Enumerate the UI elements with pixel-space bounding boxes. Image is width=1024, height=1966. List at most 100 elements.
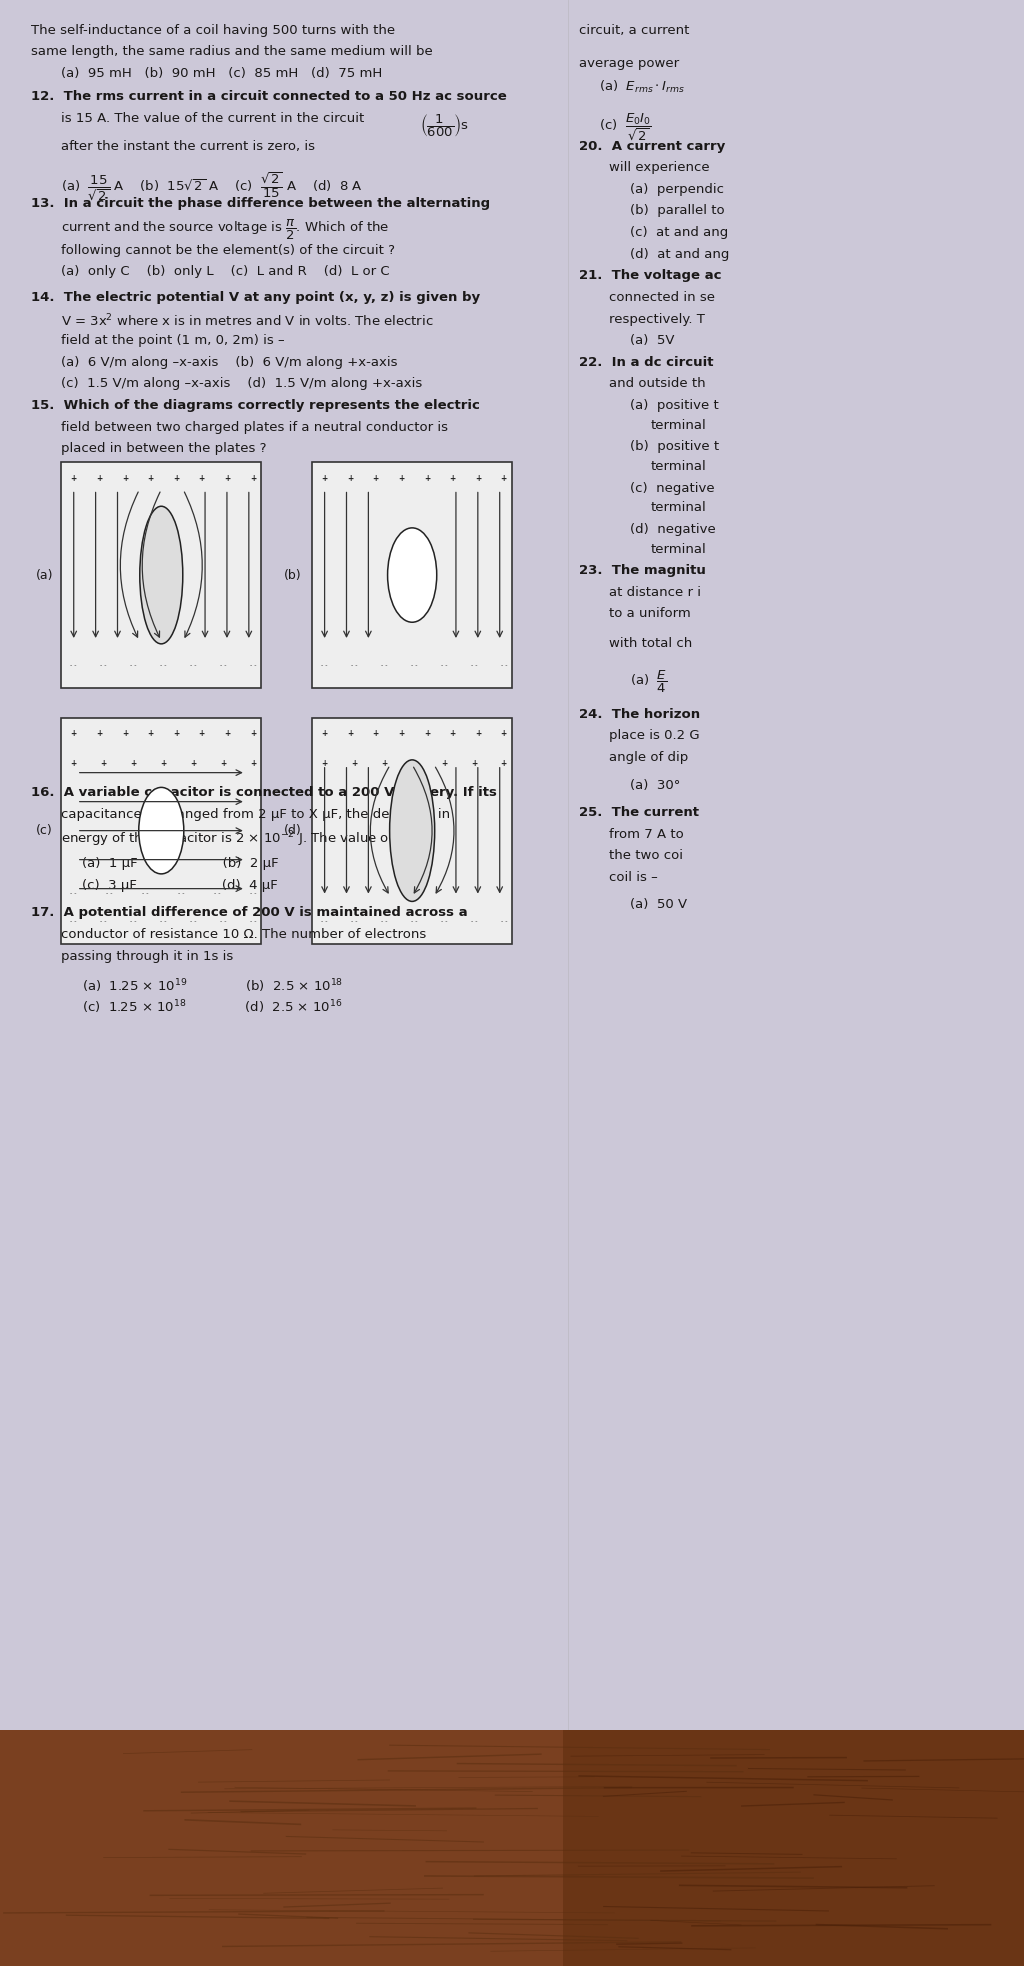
Text: (a): (a) — [36, 568, 53, 582]
Text: +: + — [347, 729, 353, 739]
Text: +: + — [450, 729, 456, 739]
Text: 16.  A variable capacitor is connected to a 200 V battery. If its: 16. A variable capacitor is connected to… — [31, 786, 497, 800]
Text: - -: - - — [471, 918, 477, 924]
Text: (a)  1.25 × 10$^{19}$              (b)  2.5 × 10$^{18}$: (a) 1.25 × 10$^{19}$ (b) 2.5 × 10$^{18}$ — [82, 977, 343, 995]
Text: (a)  5V: (a) 5V — [630, 334, 674, 348]
Text: +: + — [96, 474, 102, 484]
Text: +: + — [199, 729, 205, 739]
Text: - -: - - — [411, 918, 418, 924]
Text: - -: - - — [100, 918, 106, 924]
Text: is 15 A. The value of the current in the circuit: is 15 A. The value of the current in the… — [61, 112, 365, 126]
Text: - -: - - — [501, 918, 507, 924]
Text: with total ch: with total ch — [609, 637, 692, 651]
Text: (a)  95 mH   (b)  90 mH   (c)  85 mH   (d)  75 mH: (a) 95 mH (b) 90 mH (c) 85 mH (d) 75 mH — [61, 67, 383, 81]
Text: - -: - - — [322, 663, 328, 668]
Text: - -: - - — [160, 663, 167, 668]
Text: +: + — [160, 759, 167, 769]
Text: (c)  3 μF                    (d)  4 μF: (c) 3 μF (d) 4 μF — [82, 879, 278, 893]
Text: +: + — [190, 759, 197, 769]
Text: after the instant the current is zero, is: after the instant the current is zero, i… — [61, 140, 315, 153]
Text: 21.  The voltage ac: 21. The voltage ac — [579, 269, 721, 283]
Text: $\left(\dfrac{1}{600}\right)$s: $\left(\dfrac{1}{600}\right)$s — [420, 112, 469, 140]
Text: 17.  A potential difference of 200 V is maintained across a: 17. A potential difference of 200 V is m… — [31, 906, 467, 920]
Text: +: + — [147, 729, 154, 739]
Text: respectively. T: respectively. T — [609, 313, 706, 326]
Circle shape — [139, 788, 184, 873]
Text: - -: - - — [130, 918, 137, 924]
Text: +: + — [96, 729, 102, 739]
Text: +: + — [398, 729, 404, 739]
Text: +: + — [322, 474, 328, 484]
Bar — [0, 1730, 1024, 1966]
Text: (c)  $\dfrac{E_0 I_0}{\sqrt{2}}$: (c) $\dfrac{E_0 I_0}{\sqrt{2}}$ — [599, 112, 652, 142]
Text: (c)  1.25 × 10$^{18}$              (d)  2.5 × 10$^{16}$: (c) 1.25 × 10$^{18}$ (d) 2.5 × 10$^{16}$ — [82, 999, 342, 1016]
Text: +: + — [71, 759, 77, 769]
Text: +: + — [351, 759, 357, 769]
Text: - -: - - — [351, 918, 357, 924]
Text: (a)  30°: (a) 30° — [630, 779, 680, 792]
Text: following cannot be the element(s) of the circuit ?: following cannot be the element(s) of th… — [61, 244, 395, 258]
Text: - -: - - — [381, 663, 388, 668]
Text: - -: - - — [189, 663, 197, 668]
Text: (a)  6 V/m along –x-axis    (b)  6 V/m along +x-axis: (a) 6 V/m along –x-axis (b) 6 V/m along … — [61, 356, 398, 370]
Text: angle of dip: angle of dip — [609, 751, 688, 765]
Text: +: + — [173, 729, 179, 739]
Text: +: + — [250, 474, 256, 484]
Text: field between two charged plates if a neutral conductor is: field between two charged plates if a ne… — [61, 421, 449, 434]
Bar — [312, 462, 512, 688]
Text: +: + — [147, 474, 154, 484]
Text: - -: - - — [440, 663, 447, 668]
Text: +: + — [424, 729, 430, 739]
Text: +: + — [475, 729, 481, 739]
Text: The self-inductance of a coil having 500 turns with the: The self-inductance of a coil having 500… — [31, 24, 395, 37]
Text: - -: - - — [71, 918, 77, 924]
Text: +: + — [475, 474, 481, 484]
Bar — [563, 1730, 1024, 1966]
Text: terminal: terminal — [650, 501, 706, 515]
Text: - -: - - — [220, 918, 226, 924]
Text: coil is –: coil is – — [609, 871, 658, 885]
Text: +: + — [381, 759, 387, 769]
Text: +: + — [220, 759, 226, 769]
Text: 12.  The rms current in a circuit connected to a 50 Hz ac source: 12. The rms current in a circuit connect… — [31, 90, 507, 104]
Text: - -: - - — [381, 918, 388, 924]
Text: - -: - - — [130, 663, 137, 668]
Text: (a)  50 V: (a) 50 V — [630, 898, 687, 912]
Text: - -: - - — [411, 663, 418, 668]
Text: connected in se: connected in se — [609, 291, 716, 305]
Text: +: + — [71, 729, 77, 739]
Text: +: + — [122, 729, 128, 739]
Text: - -: - - — [322, 918, 328, 924]
Text: (d)  negative: (d) negative — [630, 523, 716, 537]
Text: +: + — [441, 759, 447, 769]
Text: - -: - - — [106, 891, 113, 896]
Ellipse shape — [389, 759, 434, 900]
Text: +: + — [501, 759, 507, 769]
Bar — [61, 462, 261, 688]
Text: (d)  at and ang: (d) at and ang — [630, 248, 729, 261]
Text: - -: - - — [250, 891, 256, 896]
Text: (b): (b) — [284, 568, 301, 582]
Text: - -: - - — [178, 891, 184, 896]
Text: 13.  In a circuit the phase difference between the alternating: 13. In a circuit the phase difference be… — [31, 197, 489, 210]
Text: +: + — [122, 474, 128, 484]
Text: +: + — [130, 759, 136, 769]
Text: - -: - - — [160, 918, 167, 924]
Text: (a)  $E_{rms} \cdot I_{rms}$: (a) $E_{rms} \cdot I_{rms}$ — [599, 79, 685, 94]
Text: +: + — [322, 759, 328, 769]
Text: capacitance is changed from 2 μF to X μF, the decrease in: capacitance is changed from 2 μF to X μF… — [61, 808, 451, 822]
Text: - -: - - — [214, 891, 220, 896]
Text: +: + — [100, 759, 106, 769]
Text: (c)  at and ang: (c) at and ang — [630, 226, 728, 240]
Text: - -: - - — [471, 663, 477, 668]
Text: - -: - - — [351, 663, 357, 668]
Text: from 7 A to: from 7 A to — [609, 828, 684, 841]
Text: 15.  Which of the diagrams correctly represents the electric: 15. Which of the diagrams correctly repr… — [31, 399, 479, 413]
Text: +: + — [501, 729, 507, 739]
Text: 23.  The magnitu: 23. The magnitu — [579, 564, 706, 578]
Text: - -: - - — [100, 663, 106, 668]
Text: energy of the capacitor is 2 × 10$^{-2}$ J. The value of X is: energy of the capacitor is 2 × 10$^{-2}$… — [61, 830, 423, 849]
Text: +: + — [322, 729, 328, 739]
Text: (a)  perpendic: (a) perpendic — [630, 183, 724, 197]
Text: 20.  A current carry: 20. A current carry — [579, 140, 725, 153]
